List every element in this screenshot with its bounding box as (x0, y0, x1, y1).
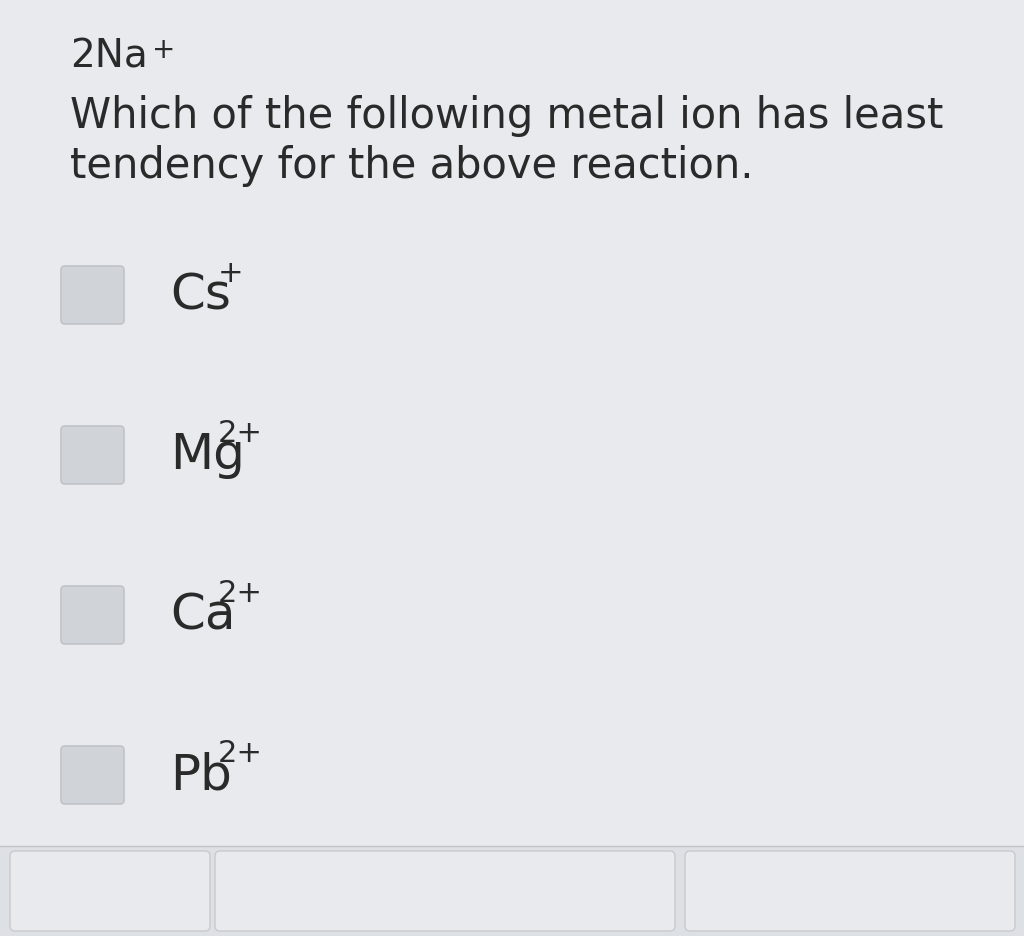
Text: 2+: 2+ (218, 739, 263, 768)
FancyBboxPatch shape (61, 426, 124, 484)
Text: tendency for the above reaction.: tendency for the above reaction. (70, 145, 754, 187)
Text: Cs: Cs (170, 271, 231, 319)
Text: +: + (218, 258, 244, 287)
FancyBboxPatch shape (61, 266, 124, 324)
Text: 2Na: 2Na (70, 38, 147, 76)
Text: Mg: Mg (170, 431, 245, 479)
FancyBboxPatch shape (61, 746, 124, 804)
FancyBboxPatch shape (10, 851, 210, 931)
Text: +: + (152, 36, 175, 64)
FancyBboxPatch shape (215, 851, 675, 931)
Text: Ca: Ca (170, 591, 236, 639)
Text: Which of the following metal ion has least: Which of the following metal ion has lea… (70, 95, 943, 137)
Text: Pb: Pb (170, 751, 231, 799)
FancyBboxPatch shape (61, 586, 124, 644)
Text: 2+: 2+ (218, 418, 263, 447)
Bar (0, 846, 1024, 936)
Text: 2+: 2+ (218, 578, 263, 607)
FancyBboxPatch shape (685, 851, 1015, 931)
